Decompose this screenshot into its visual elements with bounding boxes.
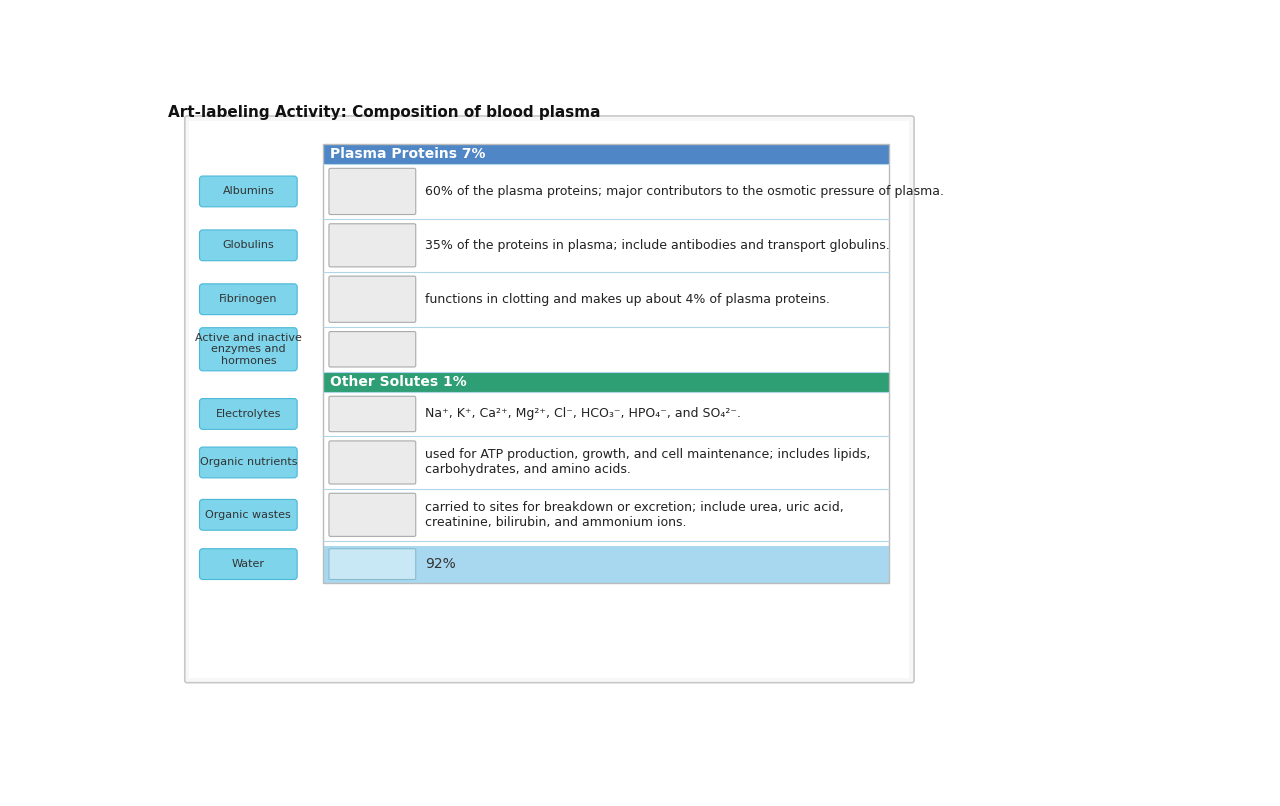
FancyBboxPatch shape [329,549,416,580]
Text: Na⁺, K⁺, Ca²⁺, Mg²⁺, Cl⁻, HCO₃⁻, HPO₄⁻, and SO₄²⁻.: Na⁺, K⁺, Ca²⁺, Mg²⁺, Cl⁻, HCO₃⁻, HPO₄⁻, … [425,408,741,421]
FancyBboxPatch shape [329,331,416,367]
Text: Electrolytes: Electrolytes [215,409,282,419]
Text: 35% of the proteins in plasma; include antibodies and transport globulins.: 35% of the proteins in plasma; include a… [425,239,890,251]
FancyBboxPatch shape [200,328,297,371]
Text: Fibrinogen: Fibrinogen [219,294,278,304]
FancyBboxPatch shape [200,230,297,260]
FancyBboxPatch shape [200,176,297,207]
Bar [189,121,909,678]
Text: Organic wastes: Organic wastes [206,510,292,520]
Text: 60% of the plasma proteins; major contributors to the osmotic pressure of plasma: 60% of the plasma proteins; major contri… [425,185,945,198]
FancyBboxPatch shape [200,549,297,580]
FancyBboxPatch shape [329,493,416,536]
FancyBboxPatch shape [200,447,297,478]
Text: functions in clotting and makes up about 4% of plasma proteins.: functions in clotting and makes up about… [425,293,829,305]
FancyBboxPatch shape [200,398,297,430]
Text: Active and inactive
enzymes and
hormones: Active and inactive enzymes and hormones [195,333,302,366]
FancyBboxPatch shape [329,441,416,484]
Text: used for ATP production, growth, and cell maintenance; includes lipids,
carbohyd: used for ATP production, growth, and cel… [425,448,870,476]
Bar [323,143,888,164]
Text: Globulins: Globulins [223,240,274,251]
FancyBboxPatch shape [200,284,297,314]
FancyBboxPatch shape [200,500,297,530]
Text: Albumins: Albumins [223,186,274,197]
Text: carried to sites for breakdown or excretion; include urea, uric acid,
creatinine: carried to sites for breakdown or excret… [425,501,844,529]
Text: Plasma Proteins 7%: Plasma Proteins 7% [330,147,486,160]
Text: Other Solutes 1%: Other Solutes 1% [330,375,467,388]
Text: Organic nutrients: Organic nutrients [200,458,297,467]
Text: 92%: 92% [425,557,456,571]
FancyBboxPatch shape [329,168,416,214]
Text: Water: Water [232,559,265,569]
FancyBboxPatch shape [184,116,914,683]
Bar [323,143,888,583]
Bar [323,546,888,583]
FancyBboxPatch shape [329,224,416,267]
Bar [323,372,888,392]
Text: Art-labeling Activity: Composition of blood plasma: Art-labeling Activity: Composition of bl… [168,106,600,120]
FancyBboxPatch shape [329,397,416,432]
FancyBboxPatch shape [329,276,416,322]
